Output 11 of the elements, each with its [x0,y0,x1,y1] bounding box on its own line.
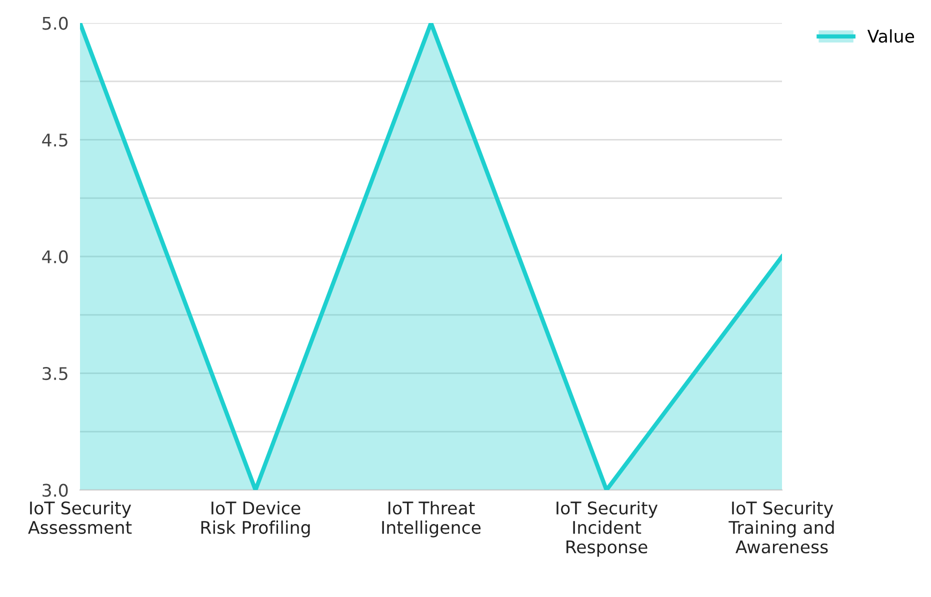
x-tick-label: IoT Security Training and Awareness [728,501,834,554]
y-tick-label: 3.5 [42,366,68,380]
y-tick-label: 3.0 [42,484,68,497]
y-tick-label: 5.0 [42,16,68,30]
x-tick-label: IoT Device Risk Profiling [201,501,310,538]
y-tick-label: 4.5 [42,134,68,147]
x-tick-label: IoT Security Incident Response [556,501,658,557]
y-tick-label: 4.0 [42,250,68,264]
x-tick-label: IoT Security Assessment [28,501,132,534]
x-tick-label: IoT Threat Intelligence [382,501,481,538]
legend-label: Value [867,29,914,43]
